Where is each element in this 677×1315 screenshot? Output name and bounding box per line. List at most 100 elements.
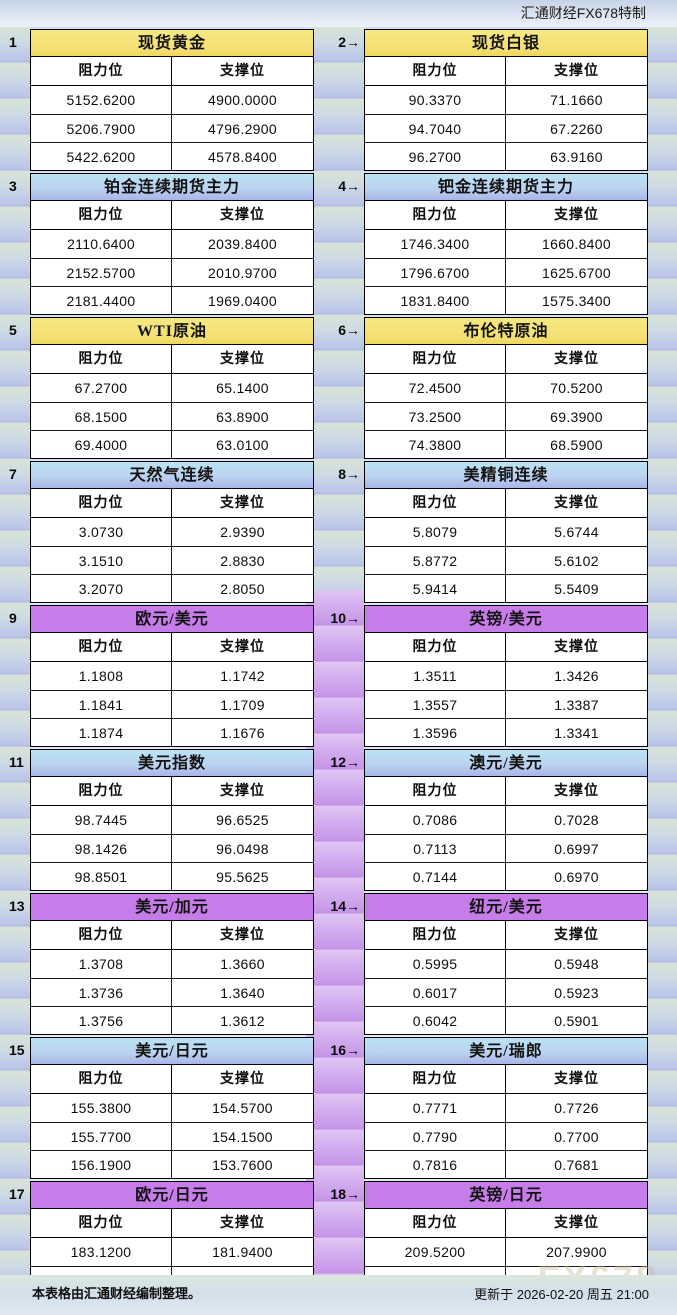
resistance-value: 5.8079 — [365, 518, 506, 546]
footer-note: 本表格由汇通财经编制整理。 — [32, 1286, 202, 1301]
resistance-value: 1.1841 — [31, 691, 172, 718]
column-header-row: 阻力位 支撑位 — [31, 633, 313, 662]
instrument-title[interactable]: 美元/加元 — [31, 894, 313, 921]
block-index-marker: 10→ — [306, 605, 362, 632]
resistance-value: 3.2070 — [31, 575, 172, 602]
support-value: 0.7700 — [506, 1123, 647, 1150]
instrument-title[interactable]: 天然气连续 — [31, 462, 313, 489]
table-row: 5422.6200 4578.8400 — [31, 142, 313, 170]
block-index-number: 16 — [330, 1042, 346, 1058]
column-header-row: 阻力位 支撑位 — [31, 345, 313, 374]
resistance-value: 209.5200 — [365, 1238, 506, 1266]
resistance-value: 0.6017 — [365, 979, 506, 1006]
resistance-value: 98.7445 — [31, 806, 172, 834]
instrument-block: WTI原油 阻力位 支撑位 67.2700 65.1400 68.1500 63.8900 6… — [30, 317, 314, 459]
resistance-value: 68.1500 — [31, 403, 172, 430]
resistance-value: 5.9414 — [365, 575, 506, 602]
resistance-value: 1.3557 — [365, 691, 506, 718]
table-row: 183.1200 181.9400 — [31, 1238, 313, 1266]
table-row: 2152.5700 2010.9700 — [31, 258, 313, 286]
resistance-value: 90.3370 — [365, 86, 506, 114]
block-index-number: 2 — [338, 34, 346, 50]
support-value: 0.7726 — [506, 1094, 647, 1122]
resistance-value: 155.3800 — [31, 1094, 172, 1122]
table-row: 0.7144 0.6970 — [365, 862, 647, 890]
instrument-block: 铂金连续期货主力 阻力位 支撑位 2110.6400 2039.8400 2152.570… — [30, 173, 314, 315]
instrument-title[interactable]: 纽元/美元 — [365, 894, 647, 921]
resistance-value: 3.0730 — [31, 518, 172, 546]
instrument-title[interactable]: 欧元/日元 — [31, 1182, 313, 1209]
column-header-resistance: 阻力位 — [31, 345, 172, 373]
support-value: 1.1709 — [172, 691, 313, 718]
table-row: 2110.6400 2039.8400 — [31, 230, 313, 258]
instrument-title[interactable]: WTI原油 — [31, 318, 313, 345]
table-row: 1.1808 1.1742 — [31, 662, 313, 690]
instrument-title[interactable]: 美精铜连续 — [365, 462, 647, 489]
resistance-value: 0.7816 — [365, 1151, 506, 1178]
instrument-block: 澳元/美元 阻力位 支撑位 0.7086 0.7028 0.7113 0.6997 0.714… — [364, 749, 648, 891]
instrument-title[interactable]: 美元/瑞郎 — [365, 1038, 647, 1065]
table-row: 1.1841 1.1709 — [31, 690, 313, 718]
instrument-title[interactable]: 美元指数 — [31, 750, 313, 777]
table-row: 155.7700 154.1500 — [31, 1122, 313, 1150]
column-header-resistance: 阻力位 — [31, 921, 172, 949]
column-header-support: 支撑位 — [506, 777, 647, 805]
support-value: 0.6997 — [506, 835, 647, 862]
column-header-support: 支撑位 — [172, 633, 313, 661]
support-value: 63.0100 — [172, 431, 313, 458]
column-header-support: 支撑位 — [172, 201, 313, 229]
instrument-title[interactable]: 英镑/美元 — [365, 606, 647, 633]
block-index-marker: 1 — [9, 34, 17, 50]
support-value: 96.6525 — [172, 806, 313, 834]
resistance-value: 155.7700 — [31, 1123, 172, 1150]
instrument-title[interactable]: 现货白银 — [365, 30, 647, 57]
instrument-block: 布伦特原油 阻力位 支撑位 72.4500 70.5200 73.2500 69.3900 7… — [364, 317, 648, 459]
table-row: 1.3708 1.3660 — [31, 950, 313, 978]
block-index-marker: 7 — [9, 466, 17, 482]
table-row: 1.3736 1.3640 — [31, 978, 313, 1006]
block-index-marker: 15 — [9, 1042, 25, 1058]
support-value: 1.3660 — [172, 950, 313, 978]
table-row: 96.2700 63.9160 — [365, 142, 647, 170]
mid-gutter-metals-band — [306, 27, 364, 590]
column-header-row: 阻力位 支撑位 — [31, 201, 313, 230]
column-header-support: 支撑位 — [506, 201, 647, 229]
resistance-value: 1.3708 — [31, 950, 172, 978]
instrument-title[interactable]: 铂金连续期货主力 — [31, 174, 313, 201]
instrument-title[interactable]: 英镑/日元 — [365, 1182, 647, 1209]
resistance-value: 98.8501 — [31, 863, 172, 890]
block-index-marker: 18→ — [306, 1181, 362, 1208]
column-header-resistance: 阻力位 — [31, 1065, 172, 1093]
instrument-title[interactable]: 布伦特原油 — [365, 318, 647, 345]
footer-bar: 本表格由汇通财经编制整理。 更新于 2026-02-20 周五 21:00 — [0, 1275, 677, 1315]
table-row: 0.7816 0.7681 — [365, 1150, 647, 1178]
support-value: 68.5900 — [506, 431, 647, 458]
instrument-title[interactable]: 现货黄金 — [31, 30, 313, 57]
column-header-resistance: 阻力位 — [365, 921, 506, 949]
support-value: 67.2260 — [506, 115, 647, 142]
banner-title: 汇通财经FX678特制 — [520, 5, 646, 21]
block-index-number: 14 — [330, 898, 346, 914]
column-header-row: 阻力位 支撑位 — [365, 1209, 647, 1238]
resistance-value: 0.7790 — [365, 1123, 506, 1150]
support-value: 1660.8400 — [506, 230, 647, 258]
instrument-title[interactable]: 钯金连续期货主力 — [365, 174, 647, 201]
block-index-marker: 14→ — [306, 893, 362, 920]
column-header-support: 支撑位 — [172, 489, 313, 517]
column-header-support: 支撑位 — [172, 1065, 313, 1093]
instrument-title[interactable]: 澳元/美元 — [365, 750, 647, 777]
support-value: 0.7028 — [506, 806, 647, 834]
block-index-marker: 3 — [9, 178, 17, 194]
resistance-value: 156.1900 — [31, 1151, 172, 1178]
block-index-number: 6 — [338, 322, 346, 338]
support-value: 181.9400 — [172, 1238, 313, 1266]
table-row: 1831.8400 1575.3400 — [365, 286, 647, 314]
instrument-title[interactable]: 美元/日元 — [31, 1038, 313, 1065]
block-index-number: 12 — [330, 754, 346, 770]
support-value: 2010.9700 — [172, 259, 313, 286]
instrument-title[interactable]: 欧元/美元 — [31, 606, 313, 633]
support-value: 95.5625 — [172, 863, 313, 890]
instrument-block: 美元/加元 阻力位 支撑位 1.3708 1.3660 1.3736 1.3640 1.375… — [30, 893, 314, 1035]
block-index-marker: 17 — [9, 1186, 25, 1202]
column-header-row: 阻力位 支撑位 — [31, 1209, 313, 1238]
